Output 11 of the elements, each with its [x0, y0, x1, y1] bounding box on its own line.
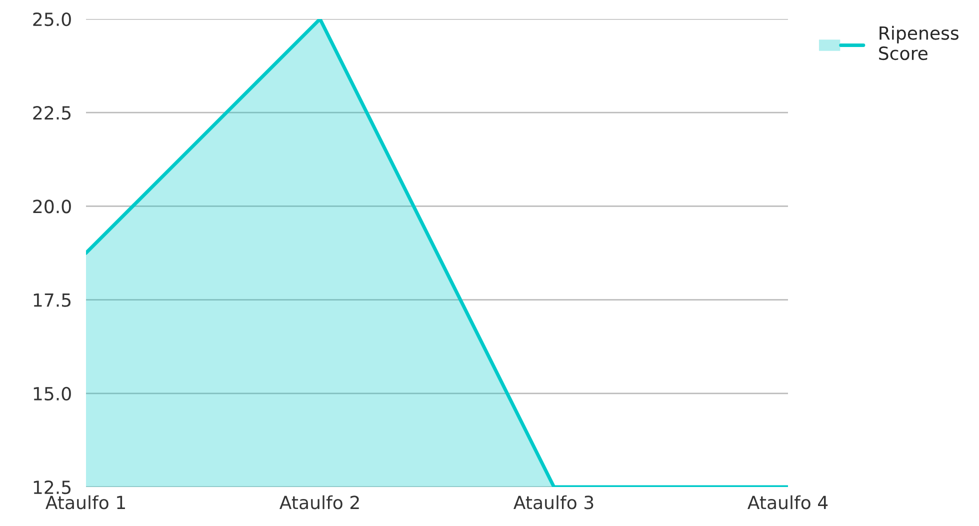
y-tick-label: 25.0: [33, 12, 71, 26]
legend-label: Ripeness Score: [879, 26, 958, 60]
y-tick-label: 15.0: [34, 386, 71, 401]
x-tick-label: Ataulfo 2: [280, 495, 359, 510]
y-tick-label: 20.0: [33, 200, 71, 214]
x-tick-label: Ataulfo 3: [514, 495, 594, 510]
x-tick-label: Ataulfo 1: [46, 495, 125, 510]
x-tick-label: Ataulfo 4: [748, 495, 828, 510]
y-tick-label: 22.5: [33, 106, 71, 120]
y-tick-label: 17.5: [34, 293, 71, 307]
y-tick-label: 12.5: [34, 480, 71, 494]
